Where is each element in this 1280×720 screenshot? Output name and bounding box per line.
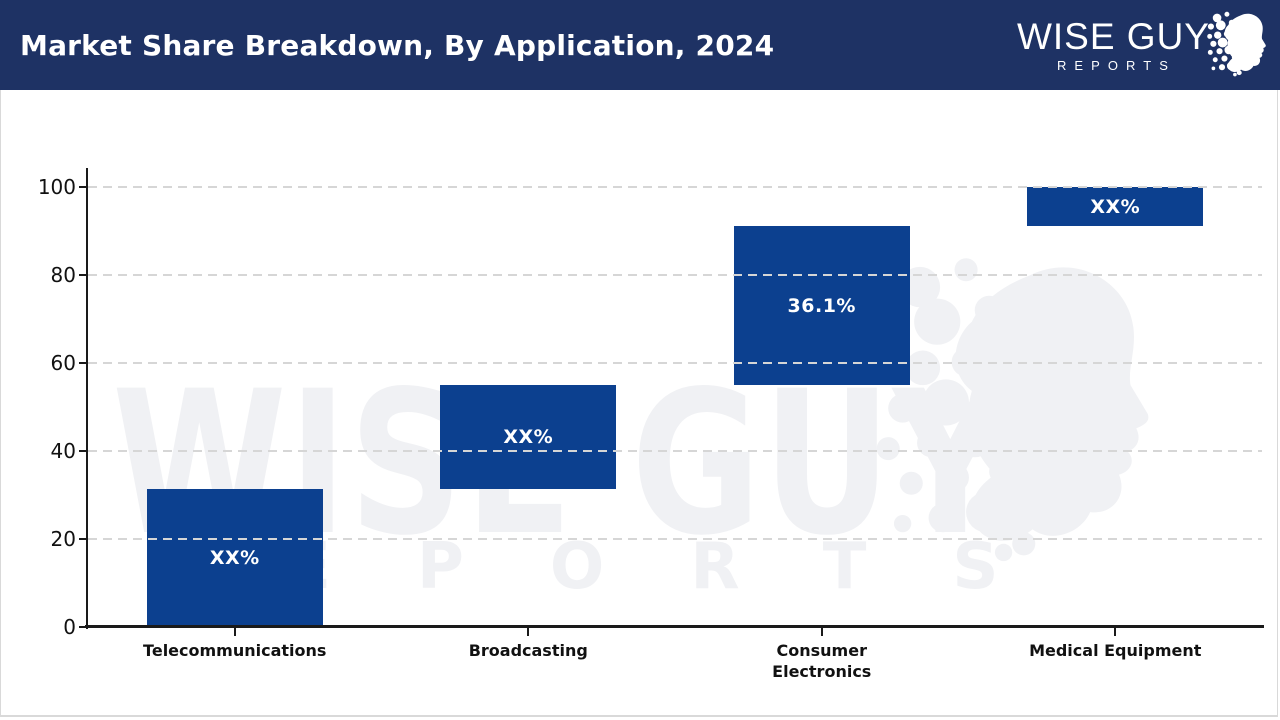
bar-telecommunications: XX% xyxy=(146,488,323,627)
wise-guy-logo: WISE GUY REPORTS xyxy=(1017,5,1270,85)
x-tick-mark xyxy=(233,628,236,636)
bar-value-label: XX% xyxy=(503,425,554,448)
y-axis xyxy=(86,168,88,629)
y-tick-label: 60 xyxy=(50,351,76,375)
gridline xyxy=(88,538,1262,540)
y-tick-mark xyxy=(79,538,87,540)
x-tick-mark xyxy=(1114,628,1117,636)
x-category-label: Consumer Electronics xyxy=(772,641,872,681)
gridline xyxy=(88,186,1262,188)
bar-medical-equipment: XX% xyxy=(1027,187,1204,227)
y-tick-mark xyxy=(79,450,87,452)
bar-value-label: XX% xyxy=(209,546,260,569)
x-category-label: Telecommunications xyxy=(143,641,327,660)
y-tick-mark xyxy=(79,626,87,628)
y-tick-mark xyxy=(79,186,87,188)
gridline xyxy=(88,450,1262,452)
page-title: Market Share Breakdown, By Application, … xyxy=(20,28,775,62)
watermark-head-icon xyxy=(873,258,1149,562)
logo-title-text: WISE GUY xyxy=(1016,15,1210,57)
x-axis xyxy=(85,625,1264,628)
y-tick-label: 80 xyxy=(50,263,76,287)
y-tick-mark xyxy=(79,274,87,276)
bar-value-label: 36.1% xyxy=(787,294,856,317)
gridline xyxy=(88,274,1262,276)
x-tick-mark xyxy=(527,628,530,636)
logo-subtitle-text: REPORTS xyxy=(1056,57,1176,73)
x-category-label: Broadcasting xyxy=(468,641,588,660)
logo-head-icon xyxy=(1207,11,1266,77)
y-tick-label: 40 xyxy=(50,439,76,463)
gridline xyxy=(88,362,1262,364)
y-tick-label: 0 xyxy=(63,615,76,639)
x-category-label: Medical Equipment xyxy=(1029,641,1202,660)
y-tick-label: 100 xyxy=(37,175,76,199)
header: Market Share Breakdown, By Application, … xyxy=(0,0,1280,90)
x-tick-mark xyxy=(820,628,823,636)
bar-value-label: XX% xyxy=(1090,195,1141,218)
bar-consumer-electronics: 36.1% xyxy=(733,226,910,385)
y-tick-label: 20 xyxy=(50,527,76,551)
logo-wordmark: WISE GUY REPORTS xyxy=(1016,15,1210,73)
bar-broadcasting: XX% xyxy=(440,385,617,489)
y-tick-mark xyxy=(79,362,87,364)
